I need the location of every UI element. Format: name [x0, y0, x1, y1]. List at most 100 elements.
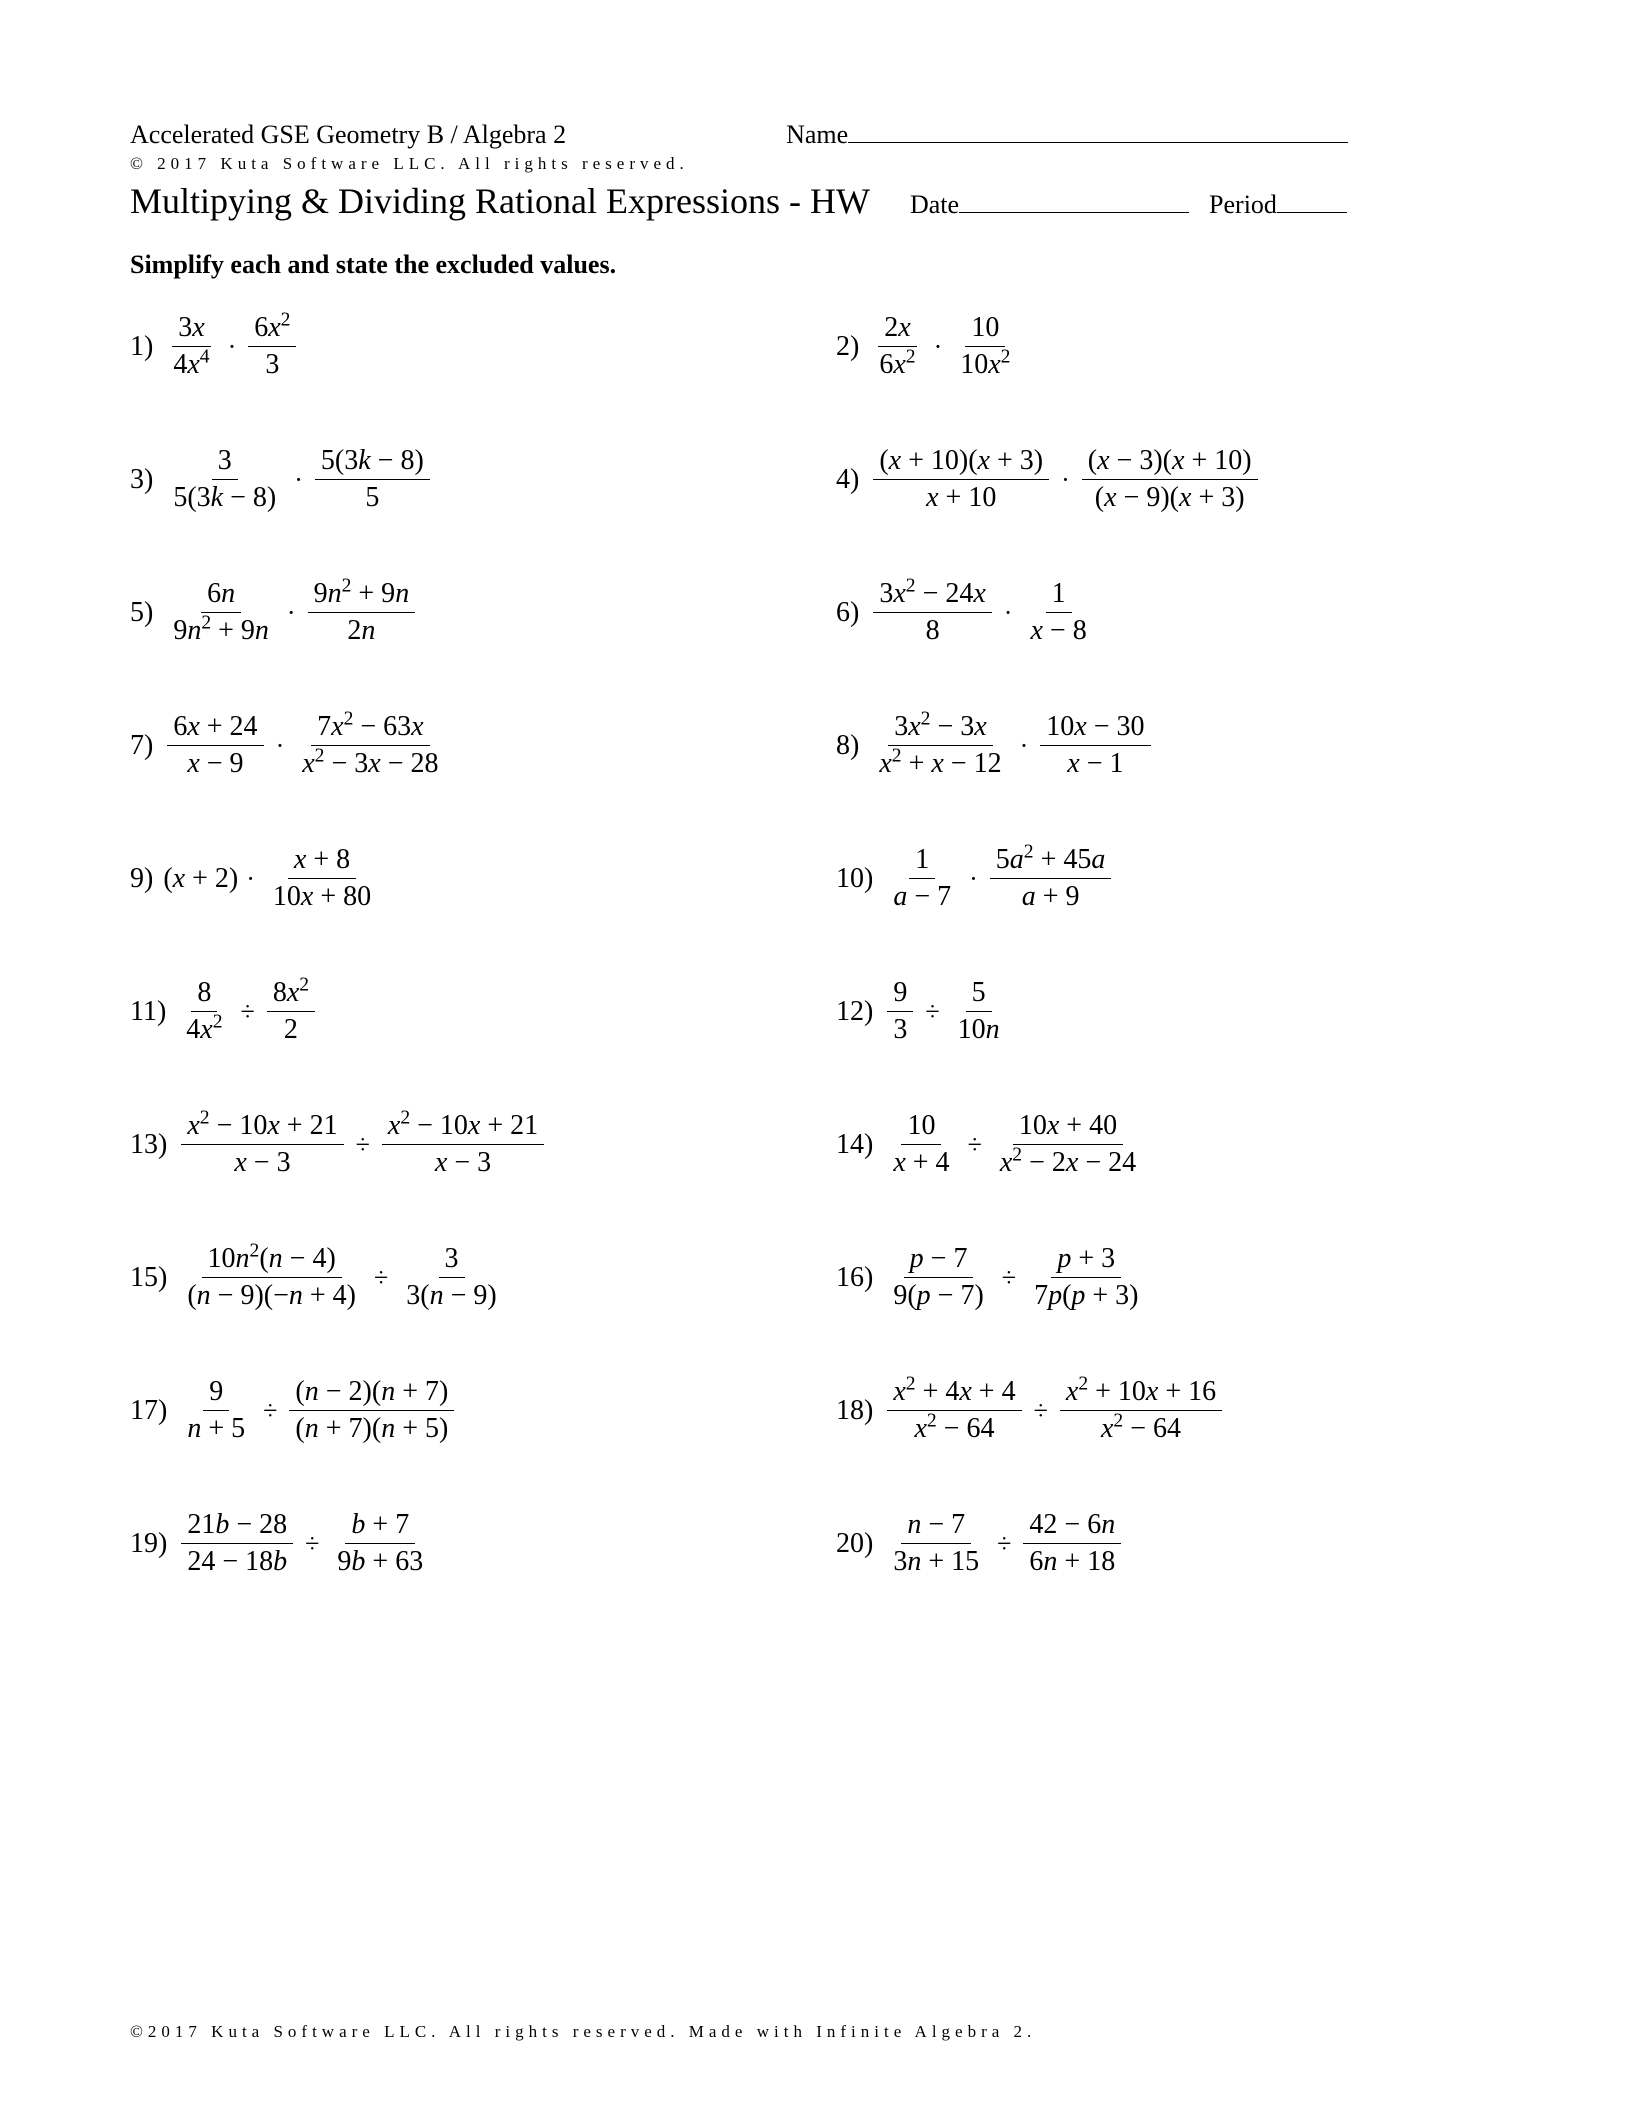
operator: ·	[1020, 731, 1029, 761]
fraction: b + 79b + 63	[331, 1507, 429, 1580]
denominator: 9(p − 7)	[887, 1278, 989, 1314]
expression: 2x6x2·1010x2	[869, 310, 1020, 383]
problem-number: 19)	[130, 1528, 167, 1560]
operator: ÷	[968, 1130, 982, 1160]
denominator: (n + 7)(n + 5)	[289, 1411, 454, 1447]
operator: ÷	[925, 997, 939, 1027]
expression: p − 79(p − 7)÷p + 37p(p + 3)	[883, 1241, 1148, 1314]
numerator: 3x2 − 3x	[888, 709, 992, 746]
problem: 16)p − 79(p − 7)÷p + 37p(p + 3)	[836, 1241, 1502, 1314]
denominator: x2 − 64	[908, 1411, 1000, 1447]
numerator: 2x	[878, 310, 916, 347]
denominator: x2 − 64	[1095, 1411, 1187, 1447]
expression: x2 − 10x + 21x − 3÷x2 − 10x + 21x − 3	[177, 1108, 548, 1181]
denominator: a − 7	[887, 879, 957, 915]
expression: 1a − 7·5a2 + 45aa + 9	[883, 842, 1115, 915]
fraction: x2 − 10x + 21x − 3	[382, 1108, 544, 1181]
fraction: 3x2 − 24x8	[873, 576, 991, 649]
name-label: Name	[786, 120, 848, 150]
footer-copyright: ©2017 Kuta Software LLC. All rights rese…	[130, 2022, 1036, 2042]
problem: 15)10n2(n − 4)(n − 9)(−n + 4)÷33(n − 9)	[130, 1241, 796, 1314]
numerator: 1	[909, 842, 935, 879]
numerator: 10	[901, 1108, 941, 1145]
fraction: (x + 10)(x + 3)x + 10	[873, 443, 1049, 516]
problem: 5)6n9n2 + 9n·9n2 + 9n2n	[130, 576, 796, 649]
denominator: x − 8	[1024, 613, 1092, 649]
problem: 18)x2 + 4x + 4x2 − 64÷x2 + 10x + 16x2 − …	[836, 1374, 1502, 1447]
fraction: 6n9n2 + 9n	[167, 576, 275, 649]
period-input-line[interactable]	[1277, 190, 1347, 213]
fraction: x + 810x + 80	[267, 842, 377, 915]
fraction: (x − 3)(x + 10)(x − 9)(x + 3)	[1082, 443, 1258, 516]
numerator: 3	[212, 443, 238, 480]
fraction: 5a2 + 45aa + 9	[990, 842, 1112, 915]
denominator: n + 5	[181, 1411, 251, 1447]
numerator: 6x2	[248, 310, 296, 347]
numerator: x2 − 10x + 21	[382, 1108, 544, 1145]
operator: ·	[276, 731, 285, 761]
numerator: 9n2 + 9n	[308, 576, 416, 613]
problem: 3)35(3k − 8)·5(3k − 8)5	[130, 443, 796, 516]
fraction: 10x − 30x − 1	[1040, 709, 1150, 782]
problem: 10) 1a − 7·5a2 + 45aa + 9	[836, 842, 1502, 915]
numerator: 3x2 − 24x	[873, 576, 991, 613]
problem-number: 12)	[836, 996, 873, 1028]
copyright-top: © 2017 Kuta Software LLC. All rights res…	[130, 154, 1502, 174]
fraction: 42 − 6n6n + 18	[1023, 1507, 1121, 1580]
problem-number: 5)	[130, 597, 153, 629]
numerator: b + 7	[345, 1507, 415, 1544]
fraction: 2x6x2	[873, 310, 921, 383]
problem: 20)n − 73n + 15÷42 − 6n6n + 18	[836, 1507, 1502, 1580]
numerator: 6x + 24	[167, 709, 263, 746]
course-name: Accelerated GSE Geometry B / Algebra 2	[130, 120, 566, 150]
problem: 14) 10x + 4 ÷ 10x + 40x2 − 2x − 24	[836, 1108, 1502, 1181]
numerator: 3	[439, 1241, 465, 1278]
denominator: 5	[359, 480, 385, 516]
fraction: 10x + 4	[887, 1108, 955, 1181]
fraction: 1a − 7	[887, 842, 957, 915]
problem: 2) 2x6x2·1010x2	[836, 310, 1502, 383]
fraction: 21b − 2824 − 18b	[181, 1507, 293, 1580]
numerator: 10n2(n − 4)	[202, 1241, 342, 1278]
date-input-line[interactable]	[959, 190, 1189, 213]
problem: 8)3x2 − 3xx2 + x − 12·10x − 30x − 1	[836, 709, 1502, 782]
expression: 3x2 − 24x8·1x − 8	[869, 576, 1096, 649]
expression: 10n2(n − 4)(n − 9)(−n + 4)÷33(n − 9)	[177, 1241, 506, 1314]
expression: 3x2 − 3xx2 + x − 12·10x − 30x − 1	[869, 709, 1154, 782]
fraction: 35(3k − 8)	[167, 443, 282, 516]
numerator: 5	[966, 975, 992, 1012]
name-input-line[interactable]	[848, 120, 1348, 143]
title-row: Multipying & Dividing Rational Expressio…	[130, 180, 1502, 222]
denominator: 9n2 + 9n	[167, 613, 275, 649]
numerator: 6n	[201, 576, 241, 613]
fraction: 10x + 40x2 − 2x − 24	[994, 1108, 1142, 1181]
fraction: n − 73n + 15	[887, 1507, 985, 1580]
problem-number: 17)	[130, 1395, 167, 1427]
problem-number: 9)	[130, 863, 153, 895]
problem-number: 6)	[836, 597, 859, 629]
period-label: Period	[1209, 190, 1277, 220]
problem-number: 14)	[836, 1129, 873, 1161]
operator: ·	[1061, 465, 1070, 495]
problem-number: 10)	[836, 863, 873, 895]
operator: ÷	[374, 1263, 388, 1293]
problem-number: 2)	[836, 331, 859, 363]
header-line-1: Accelerated GSE Geometry B / Algebra 2 N…	[130, 120, 1502, 150]
expression: 3x4x4·6x23	[163, 310, 300, 383]
fraction: 1010x2	[954, 310, 1016, 383]
denominator: 2n	[341, 613, 381, 649]
numerator: 21b − 28	[181, 1507, 293, 1544]
fraction: 6x + 24x − 9	[167, 709, 263, 782]
denominator: 10x2	[954, 347, 1016, 383]
denominator: 7p(p + 3)	[1028, 1278, 1144, 1314]
expression: (x + 10)(x + 3)x + 10 · (x − 3)(x + 10)(x …	[869, 443, 1261, 516]
numerator: p + 3	[1051, 1241, 1121, 1278]
expression: (x + 2)·x + 810x + 80	[163, 842, 381, 915]
problem: 12)93÷510n	[836, 975, 1502, 1048]
problem-number: 3)	[130, 464, 153, 496]
fraction: p + 37p(p + 3)	[1028, 1241, 1144, 1314]
denominator: a + 9	[1016, 879, 1086, 915]
numerator: x2 − 10x + 21	[181, 1108, 343, 1145]
numerator: 5(3k − 8)	[315, 443, 430, 480]
problem: 1)3x4x4·6x23	[130, 310, 796, 383]
